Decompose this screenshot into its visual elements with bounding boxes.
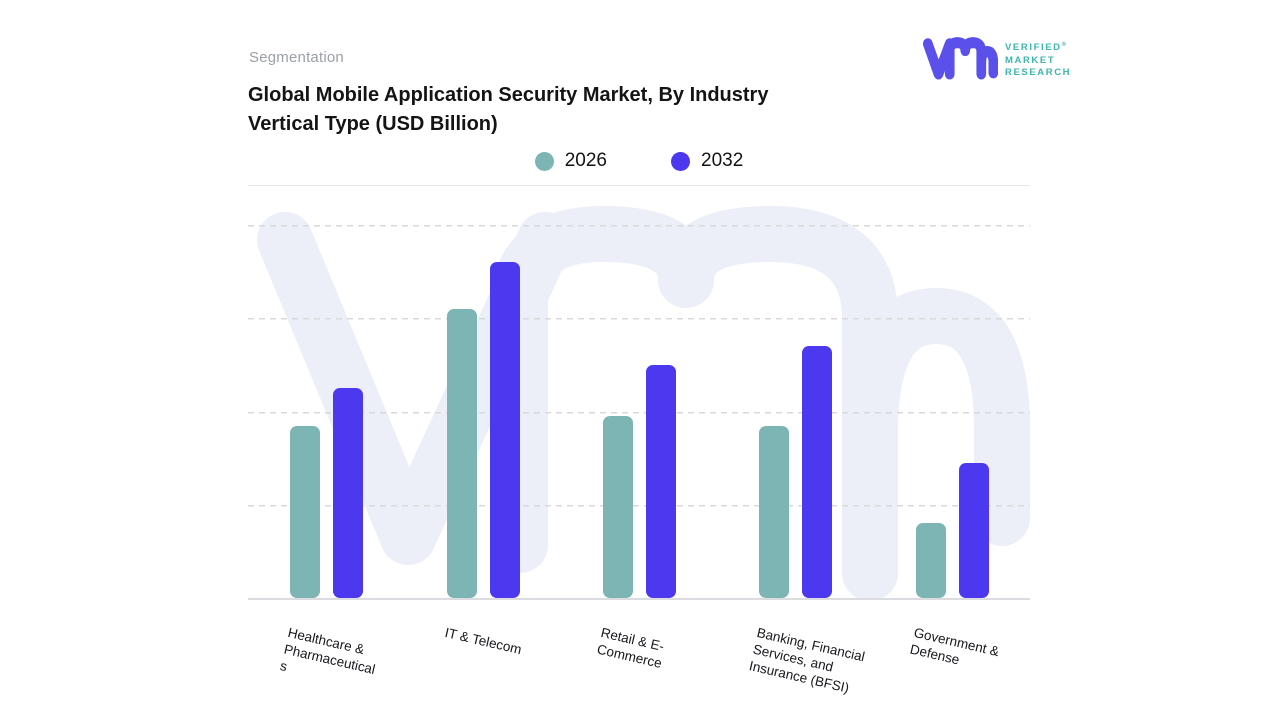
bar-2026-category-2 [446, 309, 477, 598]
legend-dot-2032-icon [671, 151, 690, 171]
vmr-logo-text: VERIFIED® MARKET RESEARCH [1005, 39, 1071, 78]
legend-dot-2026-icon [534, 151, 554, 171]
gridline [248, 318, 1030, 321]
vmr-logo: VERIFIED® MARKET RESEARCH [922, 36, 1071, 82]
brand-line-research: RESEARCH [1005, 66, 1072, 78]
segmentation-label: Segmentation [249, 49, 344, 66]
bar-2026-category-5 [915, 523, 946, 598]
brand-line-market: MARKET [1005, 54, 1056, 66]
gridline [248, 504, 1030, 507]
brand-line-verified: VERIFIED® [1005, 42, 1067, 54]
bar-2032-category-1 [333, 388, 364, 598]
bar-2026-category-4 [759, 425, 790, 598]
legend-item-2032: 2032 [671, 150, 743, 172]
vmr-logo-mark-icon [922, 37, 998, 80]
plot-area [248, 188, 1030, 600]
gridline [248, 225, 1030, 228]
x-axis-labels: Healthcare & Pharmaceutical s IT & Teleco… [248, 624, 1030, 714]
bar-2032-category-3 [646, 364, 676, 598]
page-title-line-2: Vertical Type (USD Billion) [248, 113, 498, 135]
gridline [248, 411, 1030, 414]
page-title-line-1: Global Mobile Application Security Marke… [248, 84, 769, 106]
vmr-watermark-icon [257, 206, 1030, 600]
bar-2032-category-5 [958, 462, 989, 598]
bar-2032-category-4 [802, 346, 833, 598]
bar-2026-category-1 [290, 425, 321, 598]
registered-trademark-symbol: ® [1061, 42, 1067, 49]
legend-label-2032: 2032 [701, 150, 744, 171]
header-separator-line [248, 185, 1030, 186]
legend-item-2026: 2026 [534, 150, 607, 172]
chart-legend: 2026 2032 [248, 150, 1030, 172]
bar-2026-category-3 [603, 416, 633, 598]
legend-label-2026: 2026 [564, 150, 607, 171]
bar-2032-category-2 [489, 262, 520, 598]
x-axis-line [248, 598, 1030, 600]
page-title: Global Mobile Application Security Marke… [248, 81, 868, 139]
